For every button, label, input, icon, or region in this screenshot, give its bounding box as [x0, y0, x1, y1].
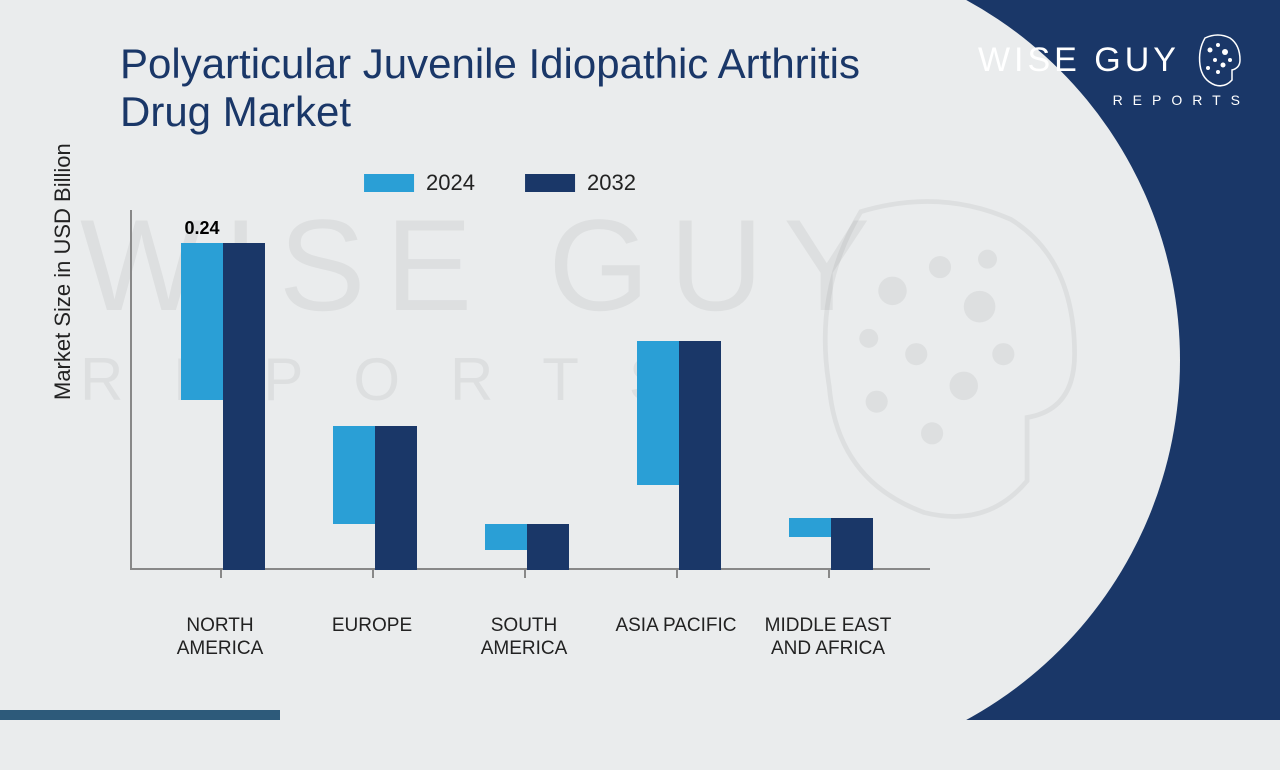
- category-label: NORTH AMERICA: [150, 615, 290, 661]
- legend-label-2032: 2032: [587, 170, 636, 196]
- bar-group: [786, 518, 876, 570]
- x-tick: [524, 570, 526, 578]
- bar-2024: [485, 524, 527, 550]
- bar-2032: [375, 426, 417, 570]
- bar-2024: [789, 518, 831, 538]
- x-tick: [372, 570, 374, 578]
- x-tick: [220, 570, 222, 578]
- legend-swatch-2024: [364, 174, 414, 192]
- x-tick: [828, 570, 830, 578]
- bar-group: [634, 341, 724, 570]
- legend-item-2024: 2024: [364, 170, 475, 196]
- chart-title: Polyarticular Juvenile Idiopathic Arthri…: [120, 40, 870, 137]
- category-label: SOUTH AMERICA: [454, 615, 594, 661]
- legend-swatch-2032: [525, 174, 575, 192]
- category-label: EUROPE: [302, 615, 442, 638]
- bar-2032: [527, 524, 569, 570]
- logo-main: WISE GUY: [978, 30, 1250, 90]
- y-axis-label: Market Size in USD Billion: [50, 143, 76, 400]
- bottom-accent-bar: [0, 710, 280, 720]
- legend-label-2024: 2024: [426, 170, 475, 196]
- logo: WISE GUY REPORTS: [978, 30, 1250, 108]
- bar-2032: [223, 243, 265, 570]
- plot-area: 0.24NORTH AMERICAEUROPESOUTH AMERICAASIA…: [130, 210, 930, 570]
- bar-group: 0.24: [178, 243, 268, 570]
- category-label: ASIA PACIFIC: [606, 615, 746, 638]
- bar-2032: [831, 518, 873, 570]
- bar-value-label: 0.24: [184, 218, 219, 239]
- bar-2024: 0.24: [181, 243, 223, 400]
- bar-2024: [637, 341, 679, 485]
- bar-2024: [333, 426, 375, 524]
- x-tick: [676, 570, 678, 578]
- logo-head-icon: [1190, 30, 1250, 90]
- bar-group: [482, 524, 572, 570]
- bar-group: [330, 426, 420, 570]
- y-axis-line: [130, 210, 132, 570]
- chart-area: Market Size in USD Billion 2024 2032 0.2…: [60, 170, 940, 690]
- bar-2032: [679, 341, 721, 570]
- logo-text-sub: REPORTS: [978, 92, 1250, 108]
- legend-item-2032: 2032: [525, 170, 636, 196]
- logo-text-main: WISE GUY: [978, 41, 1180, 80]
- category-label: MIDDLE EAST AND AFRICA: [758, 615, 898, 661]
- legend: 2024 2032: [364, 170, 636, 196]
